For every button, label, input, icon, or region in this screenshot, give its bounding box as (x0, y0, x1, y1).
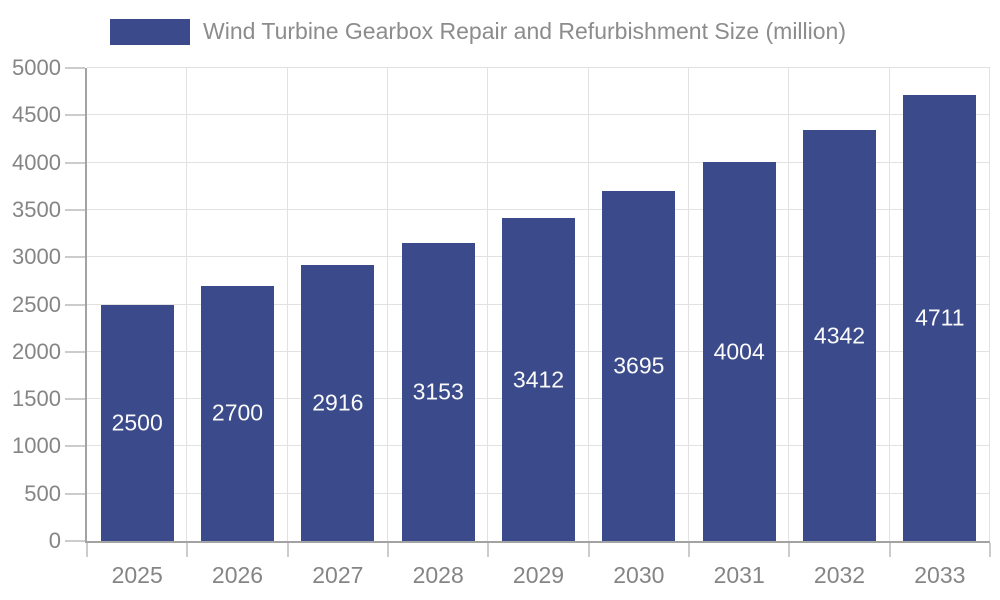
y-axis-tick (65, 540, 85, 542)
x-axis-tick (86, 543, 88, 557)
x-axis-label: 2026 (211, 562, 264, 588)
y-axis-label: 3500 (12, 196, 61, 222)
y-axis-tick (65, 350, 85, 353)
bar (803, 130, 876, 541)
bar-value-label: 4004 (713, 338, 765, 365)
y-axis-tick (65, 208, 85, 211)
y-axis-tick (65, 256, 85, 259)
x-axis-tick (587, 543, 590, 557)
x-axis-tick (186, 543, 189, 557)
y-axis-tick (65, 445, 85, 448)
v-gridline (788, 68, 790, 541)
x-axis-tick (888, 543, 891, 557)
x-axis-tick (788, 543, 791, 557)
v-gridline (989, 68, 990, 541)
bar (502, 218, 575, 541)
legend-swatch (110, 18, 190, 45)
y-axis-tick (65, 114, 85, 117)
v-gridline (888, 68, 890, 541)
v-gridline (587, 68, 589, 541)
bar-value-label: 2916 (312, 389, 364, 416)
x-axis-label: 2030 (613, 562, 665, 588)
bar-value-label: 3412 (512, 366, 565, 393)
bar (301, 265, 375, 541)
bar-value-label: 4342 (813, 322, 866, 349)
y-axis-label: 2000 (12, 338, 61, 364)
h-gridline (87, 208, 990, 210)
x-axis-label: 2028 (412, 562, 464, 588)
y-axis-line (85, 68, 87, 543)
y-axis-tick (65, 67, 85, 69)
y-axis-tick (65, 161, 85, 164)
bar (201, 285, 274, 541)
y-axis-label: 4000 (12, 149, 61, 175)
v-gridline (286, 68, 288, 541)
bar (602, 191, 676, 541)
x-axis-label: 2031 (713, 562, 765, 588)
x-axis-label: 2032 (813, 562, 866, 588)
y-axis-tick (65, 398, 85, 401)
x-axis-label: 2029 (512, 562, 565, 588)
bar-value-label: 2500 (111, 409, 163, 436)
bar-value-label: 2700 (211, 399, 264, 426)
bar (100, 304, 174, 541)
y-axis-label: 4500 (12, 102, 61, 128)
v-gridline (387, 68, 388, 541)
y-axis-tick (65, 492, 85, 495)
bar-value-label: 3153 (412, 378, 464, 405)
bar (401, 242, 475, 541)
x-axis-tick (989, 543, 991, 557)
y-axis-label: 500 (24, 480, 61, 506)
legend: Wind Turbine Gearbox Repair and Refurbis… (110, 18, 846, 45)
x-axis-label: 2025 (111, 562, 163, 588)
v-gridline (487, 68, 489, 541)
v-gridline (186, 68, 188, 541)
y-axis-label: 3000 (12, 244, 61, 270)
x-axis-label: 2027 (312, 562, 364, 588)
y-axis-label: 1500 (12, 386, 61, 412)
x-axis-tick (286, 543, 289, 557)
x-axis-line (85, 541, 990, 543)
bar-value-label: 3695 (613, 352, 665, 379)
bar (702, 162, 776, 541)
x-axis-tick (487, 543, 490, 557)
y-axis-label: 0 (48, 528, 61, 553)
x-axis-tick (688, 543, 690, 557)
h-gridline (87, 114, 990, 116)
v-gridline (688, 68, 689, 541)
bar-value-label: 4711 (915, 304, 965, 331)
y-axis-label: 1000 (12, 433, 61, 459)
chart-title: Wind Turbine Gearbox Repair and Refurbis… (203, 18, 847, 44)
y-axis-label: 2500 (12, 291, 61, 317)
y-axis-label: 5000 (12, 55, 61, 80)
h-gridline (87, 67, 990, 68)
x-axis-label: 2033 (914, 562, 966, 588)
y-axis-tick (65, 303, 85, 306)
h-gridline (87, 161, 990, 163)
bar (903, 95, 977, 541)
x-axis-tick (387, 543, 389, 557)
